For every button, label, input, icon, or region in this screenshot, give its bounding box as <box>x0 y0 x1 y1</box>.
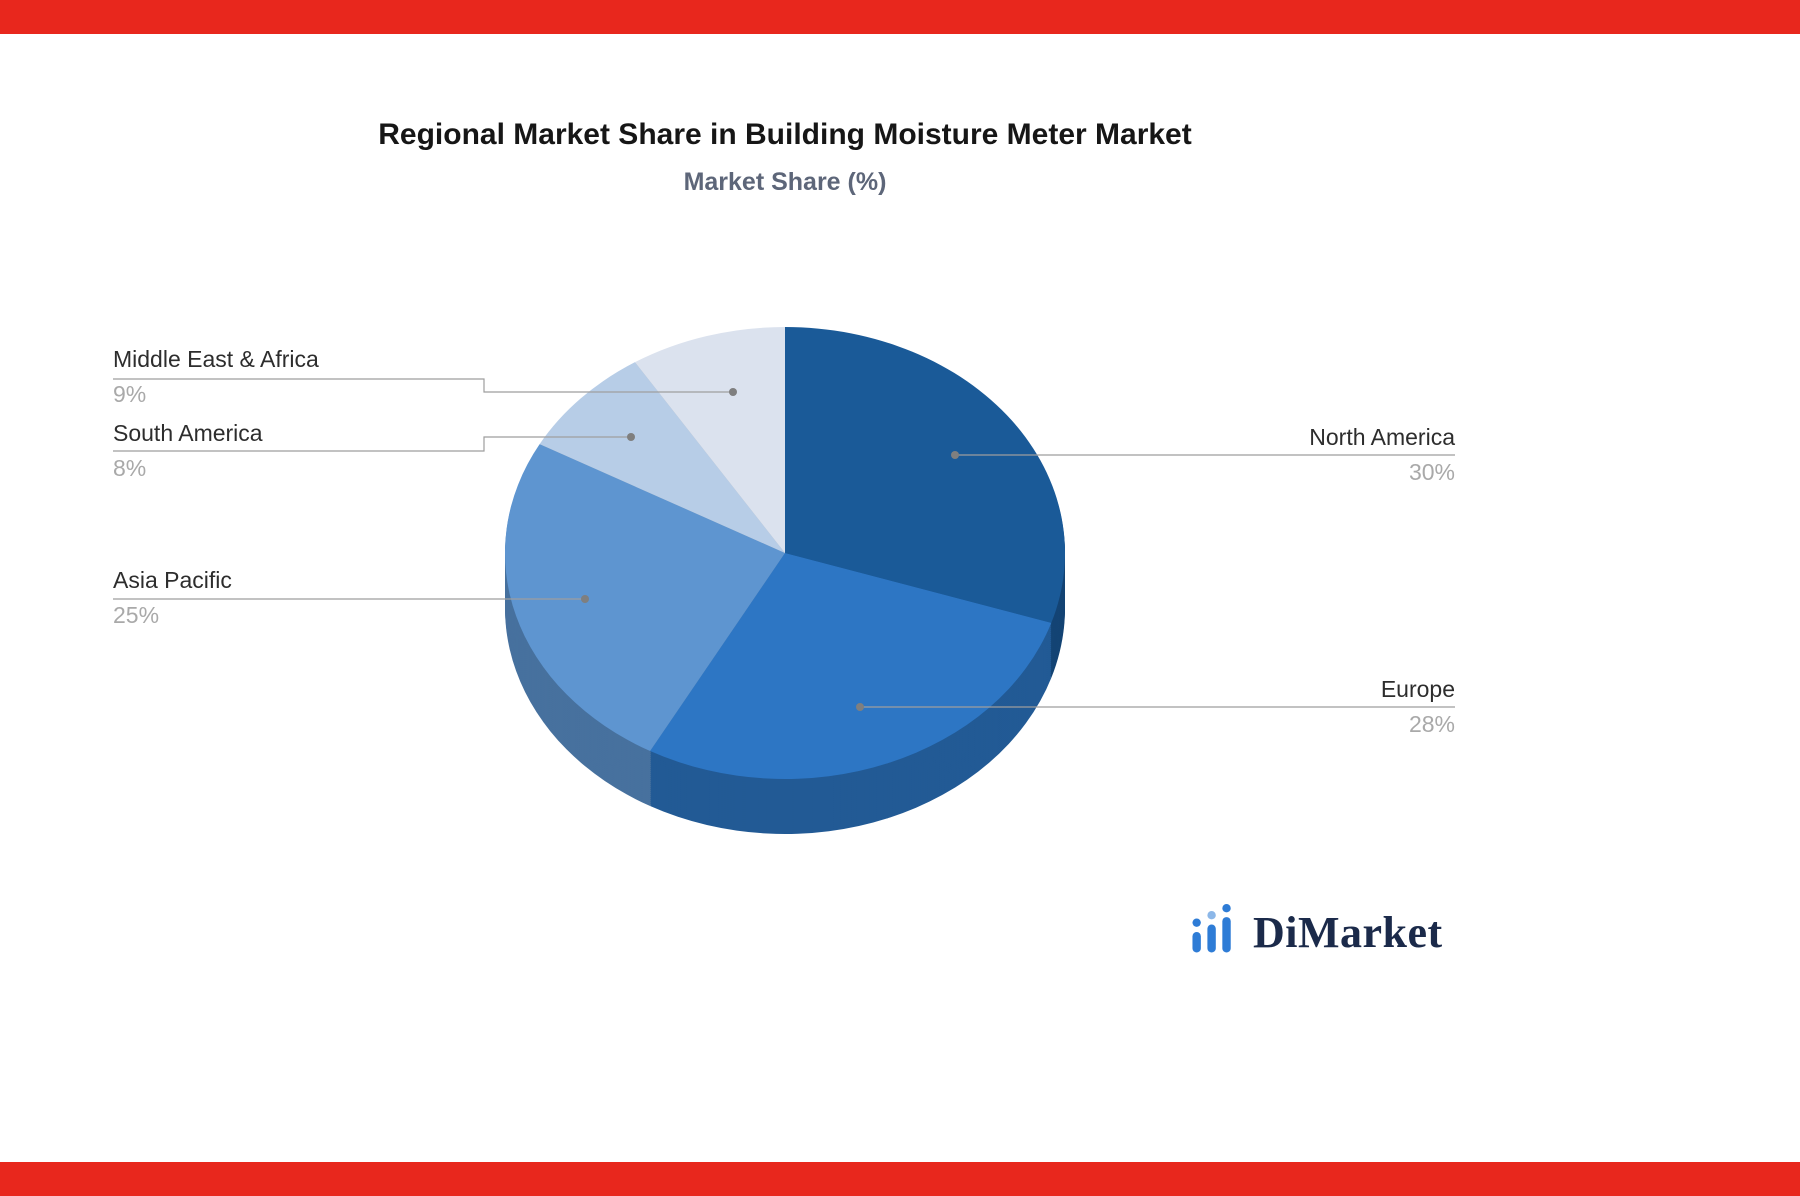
slice-value: 8% <box>113 455 147 481</box>
logo-text: DiMarket <box>1253 907 1443 957</box>
brand-logo: DiMarket <box>1185 903 1443 961</box>
pie-slice <box>650 553 1052 780</box>
slice-label: Middle East & Africa <box>113 346 319 372</box>
pie-slice <box>785 327 1066 623</box>
pie-slice <box>539 362 785 553</box>
top-red-bar <box>0 0 1800 34</box>
bottom-red-bar <box>0 1162 1800 1196</box>
chart-subtitle: Market Share (%) <box>683 168 887 196</box>
slice-label: South America <box>113 420 263 446</box>
slice-label: Europe <box>1380 676 1455 702</box>
label-south-america: South America 8% <box>113 420 263 481</box>
label-europe: Europe 28% <box>1381 676 1455 737</box>
slice-value: 9% <box>113 381 147 407</box>
chart-title: Regional Market Share in Building Moistu… <box>378 118 1192 151</box>
mini-bar-chart-icon <box>1192 904 1231 953</box>
slice-label: North America <box>1309 424 1455 450</box>
label-north-america: North America 30% <box>1309 424 1455 485</box>
pie-slice <box>504 444 785 752</box>
slice-value: 30% <box>1408 459 1455 485</box>
slice-value: 28% <box>1408 711 1455 737</box>
label-middle-east-africa: Middle East & Africa 9% <box>113 346 319 407</box>
pie-slice <box>634 327 785 553</box>
slice-label: Asia Pacific <box>113 567 232 593</box>
label-asia-pacific: Asia Pacific 25% <box>113 567 232 628</box>
slice-value: 25% <box>113 602 160 628</box>
